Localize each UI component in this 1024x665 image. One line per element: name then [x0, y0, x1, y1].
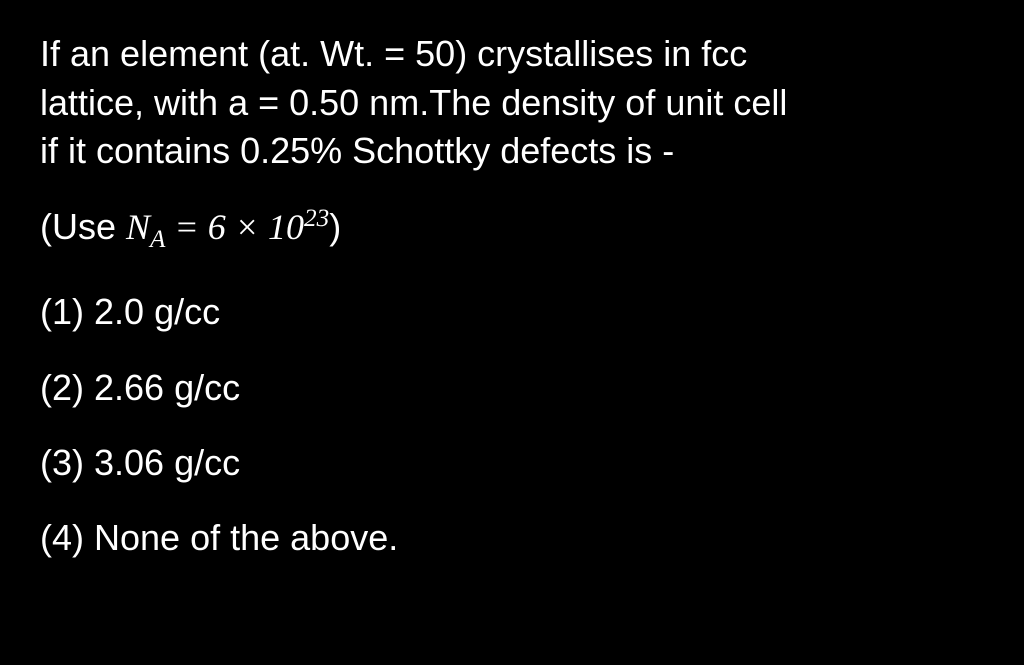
option-num: (4): [40, 517, 84, 558]
use-var: N: [126, 207, 150, 247]
option-1[interactable]: (1) 2.0 g/cc: [40, 287, 984, 337]
question-line-3: if it contains 0.25% Schottky defects is…: [40, 130, 674, 171]
options-list: (1) 2.0 g/cc (2) 2.66 g/cc (3) 3.06 g/cc…: [40, 287, 984, 564]
question-stem: If an element (at. Wt. = 50) crystallise…: [40, 30, 984, 176]
option-text: 3.06 g/cc: [94, 442, 240, 483]
question-line-1: If an element (at. Wt. = 50) crystallise…: [40, 33, 747, 74]
option-4[interactable]: (4) None of the above.: [40, 513, 984, 563]
option-text: 2.0 g/cc: [94, 291, 220, 332]
use-exponent: 23: [304, 205, 329, 232]
use-prefix: (Use: [40, 206, 126, 247]
option-3[interactable]: (3) 3.06 g/cc: [40, 438, 984, 488]
option-text: 2.66 g/cc: [94, 367, 240, 408]
use-equals: = 6 × 10: [165, 207, 304, 247]
option-num: (3): [40, 442, 84, 483]
use-hint: (Use NA = 6 × 1023): [40, 201, 984, 257]
option-num: (2): [40, 367, 84, 408]
question-line-2: lattice, with a = 0.50 nm.The density of…: [40, 82, 787, 123]
option-num: (1): [40, 291, 84, 332]
option-2[interactable]: (2) 2.66 g/cc: [40, 363, 984, 413]
use-subscript: A: [150, 226, 165, 253]
option-text: None of the above.: [94, 517, 398, 558]
use-suffix: ): [329, 206, 341, 247]
